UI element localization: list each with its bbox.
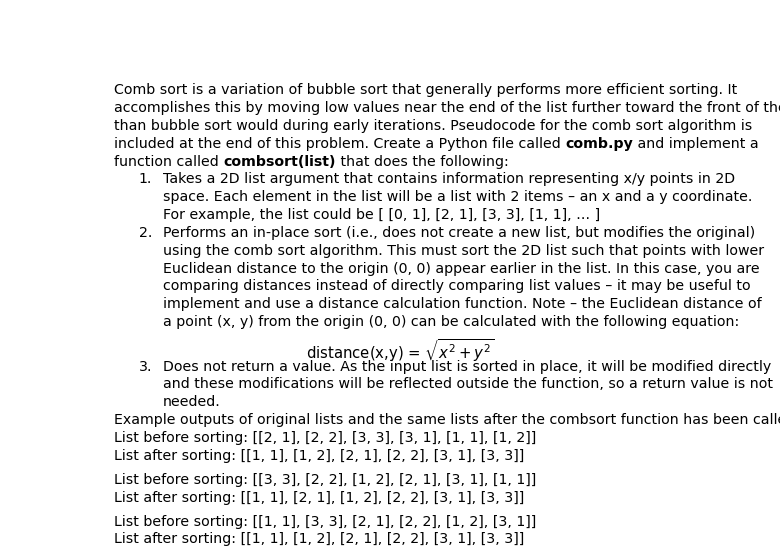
Text: List after sorting: [[1, 1], [1, 2], [2, 1], [2, 2], [3, 1], [3, 3]]: List after sorting: [[1, 1], [1, 2], [2,… [114,532,524,546]
Text: accomplishes this by moving low values near the end of the list further toward t: accomplishes this by moving low values n… [114,101,780,115]
Text: List before sorting: [[1, 1], [3, 3], [2, 1], [2, 2], [1, 2], [3, 1]]: List before sorting: [[1, 1], [3, 3], [2… [114,514,536,528]
Text: implement and use a distance calculation function. Note – the Euclidean distance: implement and use a distance calculation… [163,297,761,311]
Text: Euclidean distance to the origin (0, 0) appear earlier in the list. In this case: Euclidean distance to the origin (0, 0) … [163,262,760,276]
Text: List after sorting: [[1, 1], [1, 2], [2, 1], [2, 2], [3, 1], [3, 3]]: List after sorting: [[1, 1], [1, 2], [2,… [114,449,524,463]
Text: a point (x, y) from the origin (0, 0) can be calculated with the following equat: a point (x, y) from the origin (0, 0) ca… [163,315,739,329]
Text: and these modifications will be reflected outside the function, so a return valu: and these modifications will be reflecte… [163,377,773,391]
Text: and implement a: and implement a [633,137,759,151]
Text: comparing distances instead of directly comparing list values – it may be useful: comparing distances instead of directly … [163,280,750,294]
Text: included at the end of this problem. Create a Python file called: included at the end of this problem. Cre… [114,137,565,151]
Text: that does the following:: that does the following: [335,155,509,169]
Text: comb.py: comb.py [565,137,633,151]
Text: Comb sort is a variation of bubble sort that generally performs more efficient s: Comb sort is a variation of bubble sort … [114,83,737,97]
Text: needed.: needed. [163,395,221,409]
Text: using the comb sort algorithm. This must sort the 2D list such that points with : using the comb sort algorithm. This must… [163,244,764,258]
Text: 2.: 2. [139,226,152,240]
Text: 3.: 3. [139,359,152,373]
Text: List after sorting: [[1, 1], [2, 1], [1, 2], [2, 2], [3, 1], [3, 3]]: List after sorting: [[1, 1], [2, 1], [1,… [114,490,524,504]
Text: For example, the list could be [ [0, 1], [2, 1], [3, 3], [1, 1], … ]: For example, the list could be [ [0, 1],… [163,208,600,222]
Text: distance(x,y) = $\sqrt{x^2 + y^2}$: distance(x,y) = $\sqrt{x^2 + y^2}$ [306,337,494,364]
Text: Example outputs of original lists and the same lists after the combsort function: Example outputs of original lists and th… [114,413,780,427]
Text: Does not return a value. As the input list is sorted in place, it will be modifi: Does not return a value. As the input li… [163,359,771,373]
Text: 1.: 1. [139,172,152,186]
Text: function called: function called [114,155,223,169]
Text: List before sorting: [[2, 1], [2, 2], [3, 3], [3, 1], [1, 1], [1, 2]]: List before sorting: [[2, 1], [2, 2], [3… [114,431,536,445]
Text: List before sorting: [[3, 3], [2, 2], [1, 2], [2, 1], [3, 1], [1, 1]]: List before sorting: [[3, 3], [2, 2], [1… [114,473,536,487]
Text: space. Each element in the list will be a list with 2 items – an x and a y coord: space. Each element in the list will be … [163,190,752,204]
Text: than bubble sort would during early iterations. Pseudocode for the comb sort alg: than bubble sort would during early iter… [114,119,752,133]
Text: Takes a 2D list argument that contains information representing x/y points in 2D: Takes a 2D list argument that contains i… [163,172,735,186]
Text: combsort(list): combsort(list) [223,155,335,169]
Text: Performs an in-place sort (i.e., does not create a new list, but modifies the or: Performs an in-place sort (i.e., does no… [163,226,755,240]
